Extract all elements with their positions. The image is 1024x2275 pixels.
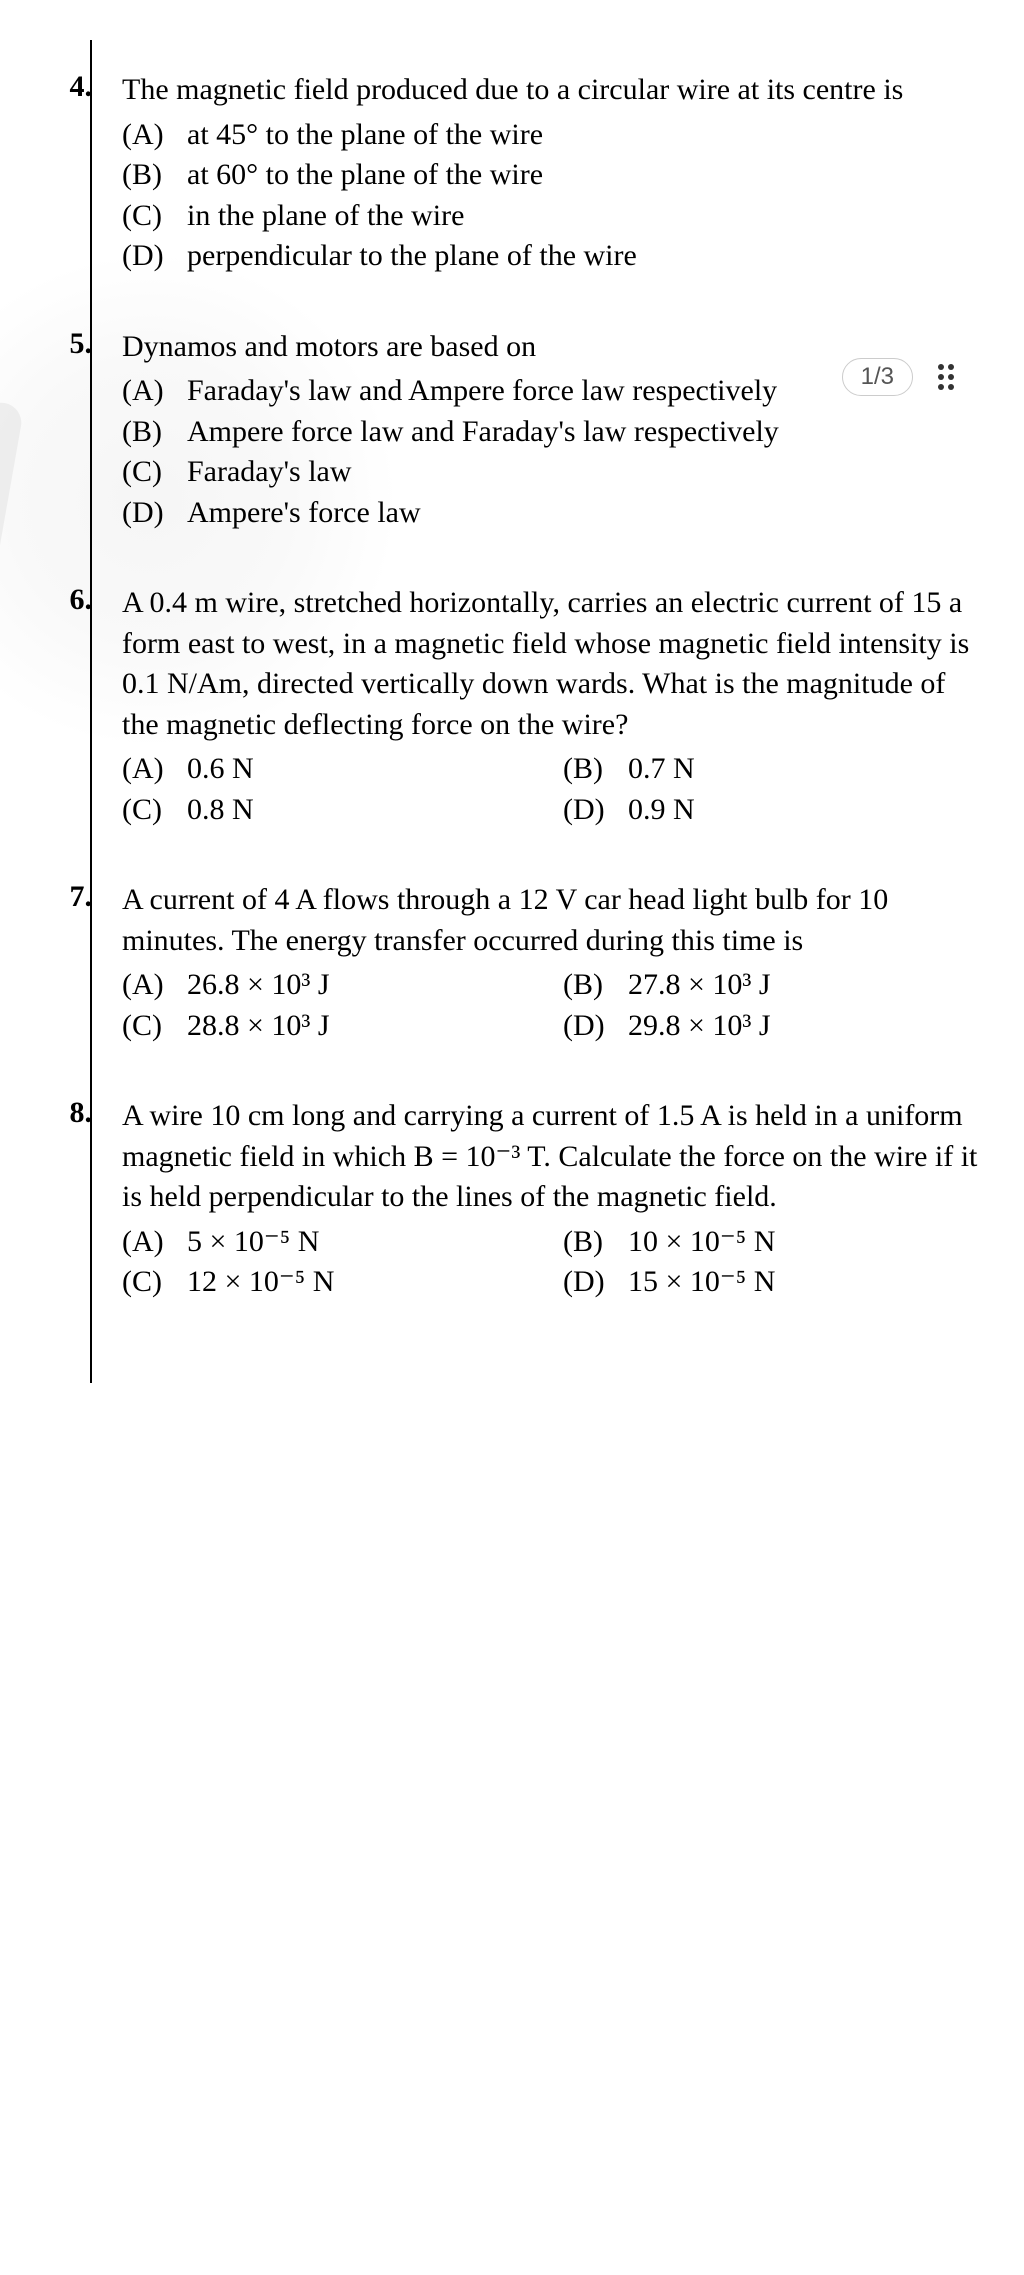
option-a: (A) 26.8 × 10³ J xyxy=(122,965,543,1006)
question-text: A wire 10 cm long and carrying a current… xyxy=(122,1096,984,1218)
question-number: 4. xyxy=(42,70,92,104)
option-text: 28.8 × 10³ J xyxy=(187,1006,543,1047)
option-text: Ampere's force law xyxy=(187,493,984,534)
option-d: (D) 15 × 10⁻⁵ N xyxy=(563,1262,984,1303)
option-text: 0.8 N xyxy=(187,790,543,831)
option-text: at 45° to the plane of the wire xyxy=(187,115,984,156)
options-grid: (A) 0.6 N (B) 0.7 N (C) 0.8 N (D) 0.9 N xyxy=(122,749,984,830)
page-indicator-container: 1/3 xyxy=(842,358,954,396)
option-text: 5 × 10⁻⁵ N xyxy=(187,1222,543,1263)
option-label: (C) xyxy=(122,1262,187,1303)
option-text: 29.8 × 10³ J xyxy=(628,1006,984,1047)
option-label: (B) xyxy=(563,1222,628,1263)
option-label: (A) xyxy=(122,371,187,412)
option-label: (C) xyxy=(122,452,187,493)
option-text: at 60° to the plane of the wire xyxy=(187,155,984,196)
drag-handle-icon[interactable] xyxy=(938,364,954,390)
question-number: 6. xyxy=(42,583,92,617)
option-label: (D) xyxy=(122,236,187,277)
option-label: (D) xyxy=(563,1006,628,1047)
option-a: (A) 0.6 N xyxy=(122,749,543,790)
option-a: (A) 5 × 10⁻⁵ N xyxy=(122,1222,543,1263)
option-b: (B) 27.8 × 10³ J xyxy=(563,965,984,1006)
option-text: 26.8 × 10³ J xyxy=(187,965,543,1006)
option-label: (D) xyxy=(563,1262,628,1303)
option-label: (C) xyxy=(122,790,187,831)
option-d: (D) 29.8 × 10³ J xyxy=(563,1006,984,1047)
option-text: in the plane of the wire xyxy=(187,196,984,237)
option-label: (C) xyxy=(122,1006,187,1047)
options-grid: (A) 26.8 × 10³ J (B) 27.8 × 10³ J (C) 28… xyxy=(122,965,984,1046)
option-label: (B) xyxy=(563,965,628,1006)
question-4: 4. The magnetic field produced due to a … xyxy=(122,70,984,277)
option-d: (D) Ampere's force law xyxy=(122,493,984,534)
option-text: 12 × 10⁻⁵ N xyxy=(187,1262,543,1303)
question-8: 8. A wire 10 cm long and carrying a curr… xyxy=(122,1096,984,1303)
option-c: (C) 28.8 × 10³ J xyxy=(122,1006,543,1047)
option-b: (B) 10 × 10⁻⁵ N xyxy=(563,1222,984,1263)
option-d: (D) 0.9 N xyxy=(563,790,984,831)
option-text: perpendicular to the plane of the wire xyxy=(187,236,984,277)
option-label: (D) xyxy=(563,790,628,831)
question-6: 6. A 0.4 m wire, stretched horizontally,… xyxy=(122,583,984,830)
question-text: A current of 4 A flows through a 12 V ca… xyxy=(122,880,984,961)
option-label: (B) xyxy=(122,155,187,196)
option-label: (A) xyxy=(122,115,187,156)
option-text: 0.6 N xyxy=(187,749,543,790)
option-c: (C) 0.8 N xyxy=(122,790,543,831)
option-text: 27.8 × 10³ J xyxy=(628,965,984,1006)
option-a: (A) at 45° to the plane of the wire xyxy=(122,115,984,156)
option-text: 15 × 10⁻⁵ N xyxy=(628,1262,984,1303)
option-label: (A) xyxy=(122,1222,187,1263)
question-number: 5. xyxy=(42,327,92,361)
option-b: (B) Ampere force law and Faraday's law r… xyxy=(122,412,984,453)
option-label: (A) xyxy=(122,965,187,1006)
option-b: (B) at 60° to the plane of the wire xyxy=(122,155,984,196)
option-text: 0.9 N xyxy=(628,790,984,831)
option-label: (D) xyxy=(122,493,187,534)
option-c: (C) in the plane of the wire xyxy=(122,196,984,237)
option-c: (C) 12 × 10⁻⁵ N xyxy=(122,1262,543,1303)
option-text: Faraday's law xyxy=(187,452,984,493)
options-list: (A) at 45° to the plane of the wire (B) … xyxy=(122,115,984,277)
options-grid: (A) 5 × 10⁻⁵ N (B) 10 × 10⁻⁵ N (C) 12 × … xyxy=(122,1222,984,1303)
question-7: 7. A current of 4 A flows through a 12 V… xyxy=(122,880,984,1046)
option-label: (C) xyxy=(122,196,187,237)
option-label: (A) xyxy=(122,749,187,790)
option-b: (B) 0.7 N xyxy=(563,749,984,790)
questions-container: 4. The magnetic field produced due to a … xyxy=(90,40,984,1383)
option-c: (C) Faraday's law xyxy=(122,452,984,493)
page-number-badge[interactable]: 1/3 xyxy=(842,358,913,396)
question-number: 8. xyxy=(42,1096,92,1130)
option-d: (D) perpendicular to the plane of the wi… xyxy=(122,236,984,277)
option-label: (B) xyxy=(563,749,628,790)
option-text: 10 × 10⁻⁵ N xyxy=(628,1222,984,1263)
option-text: 0.7 N xyxy=(628,749,984,790)
question-number: 7. xyxy=(42,880,92,914)
option-label: (B) xyxy=(122,412,187,453)
question-text: The magnetic field produced due to a cir… xyxy=(122,70,984,111)
option-text: Ampere force law and Faraday's law respe… xyxy=(187,412,984,453)
question-text: A 0.4 m wire, stretched horizontally, ca… xyxy=(122,583,984,745)
